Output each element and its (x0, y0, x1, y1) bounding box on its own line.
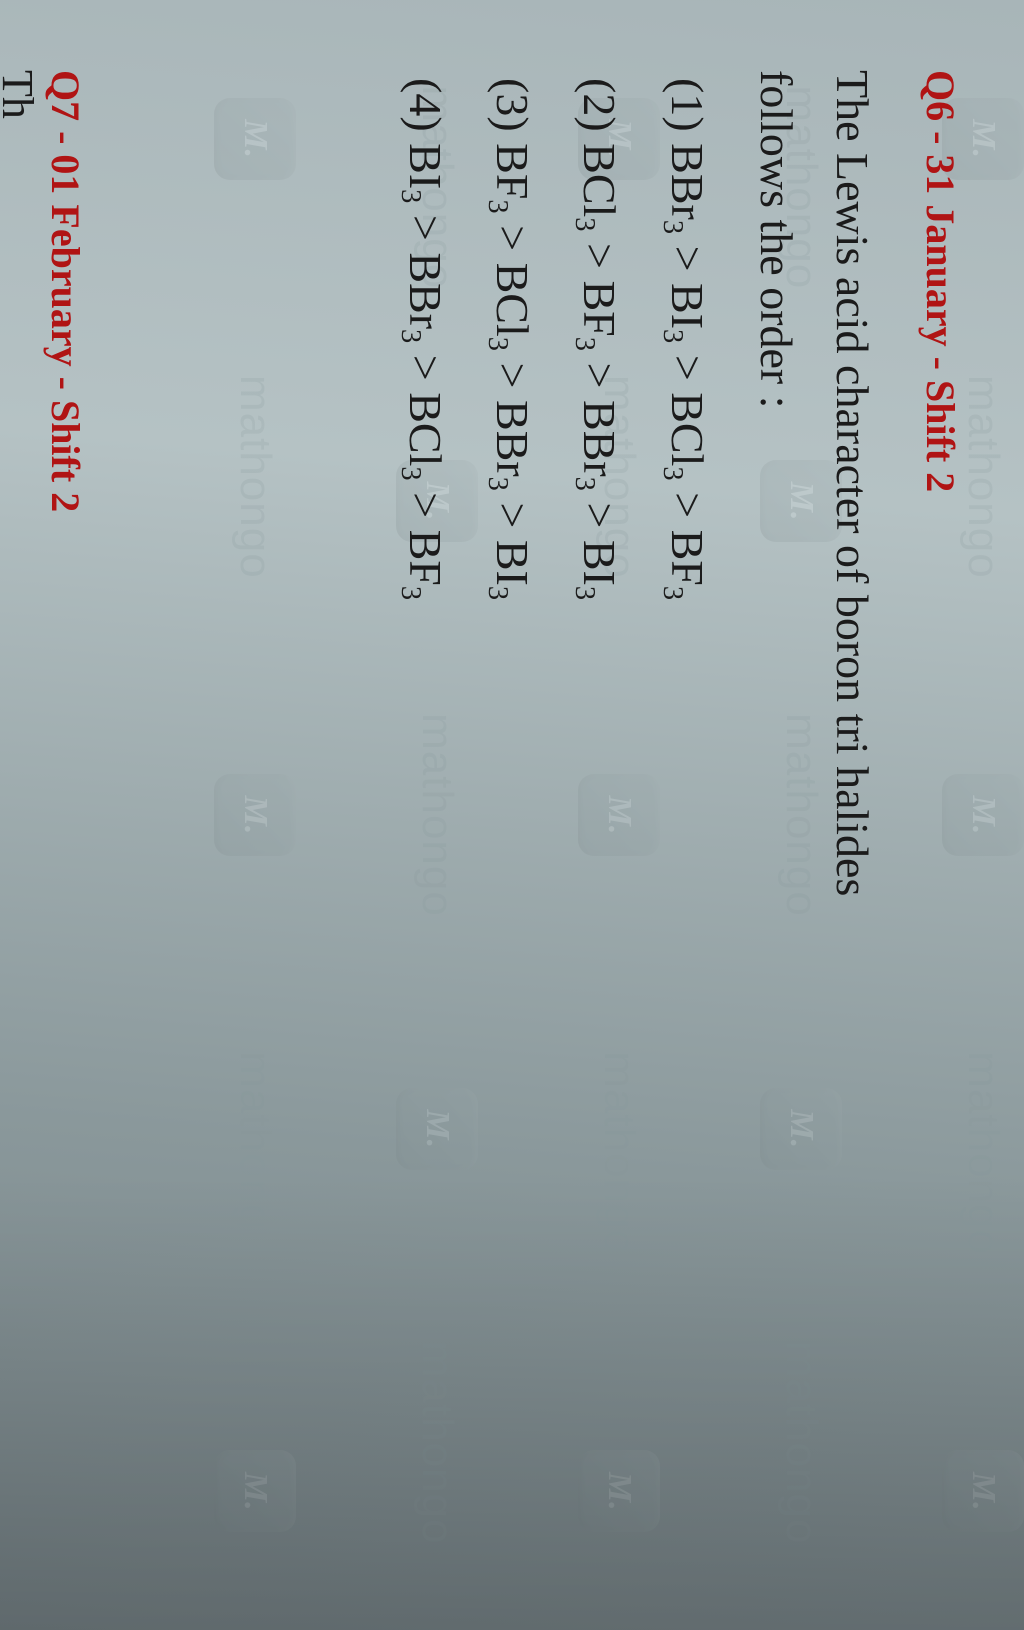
q6-option-2: (2) BCl3 > BF3 > BBr3 > BI3 (556, 78, 643, 1560)
q6-option-3: (3) BF3 > BCl3 > BBr3 > BI3 (469, 78, 556, 1560)
watermark-text: mathongo (230, 375, 280, 579)
q6-option-1: (1) BBr3 > BI3 > BCl3 > BF3 (643, 78, 730, 1560)
q6-options: (1) BBr3 > BI3 > BCl3 > BF3 (2) BCl3 > B… (381, 78, 731, 1560)
watermark-text: mathongo (230, 1051, 280, 1255)
watermark-row: M. mathongo M. mathongo M. (214, 0, 296, 1630)
question-content: Q6 - 31 January - Shift 2 The Lewis acid… (381, 70, 964, 1560)
q7-cutoff-text: Th (0, 70, 43, 119)
watermark-text: mathongo (958, 1051, 1008, 1255)
q6-stem-line2: follows the order : (745, 70, 807, 1560)
watermark-logo-icon: M. (214, 774, 296, 856)
q6-stem-line1: The Lewis acid character of boron tri ha… (821, 70, 883, 1560)
q6-option-4: (4) BI3 > BBr3 > BCl3 > BF3 (381, 78, 468, 1560)
watermark-logo-icon: M. (214, 98, 296, 180)
q7-header: Q7 - 01 February - Shift 2 (42, 70, 89, 512)
page-rotated: M. mathongo M. mathongo M. mathongo M. m… (0, 0, 1024, 1630)
watermark-text: mathongo (958, 375, 1008, 579)
q6-header: Q6 - 31 January - Shift 2 (917, 70, 964, 1560)
watermark-logo-icon: M. (214, 1450, 296, 1532)
